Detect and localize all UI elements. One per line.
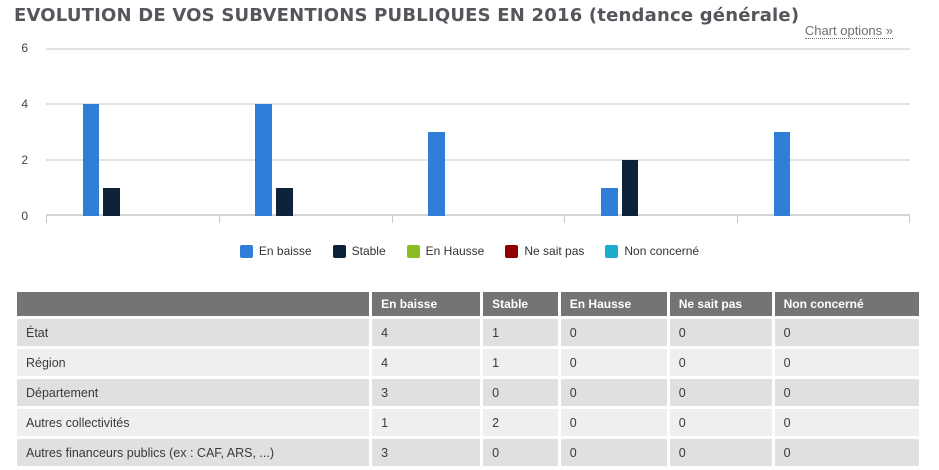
legend-item-ne-sait-pas[interactable]: Ne sait pas [505,244,584,258]
x-axis-tick [909,216,910,223]
gridline-y6 [46,48,910,50]
table-row-autres-collectivites: Autres collectivités 1 2 0 0 0 [13,406,923,439]
cell-value: 0 [557,316,670,349]
bar-stable-etat [103,188,120,216]
cell-value: 0 [771,316,923,349]
bar-stable-autres-collectivites [621,160,639,216]
bar-en-baisse-autres-collectivites [601,188,618,216]
bar-en-baisse-etat [82,104,100,216]
cell-value: 0 [480,376,561,409]
legend-swatch-en-hausse [406,244,420,258]
cell-value: 1 [369,406,484,439]
y-axis-label-6: 6 [21,41,28,55]
gridline-y4 [46,103,910,105]
legend-swatch-ne-sait-pas [505,244,519,258]
x-axis-tick [46,216,47,223]
table-header-empty [13,289,373,319]
x-axis-tick [391,216,393,223]
bar-stable-region [276,188,293,216]
cell-value: 1 [480,316,561,349]
row-label: Région [13,346,373,379]
table-header-stable: Stable [480,289,561,319]
legend-item-stable[interactable]: Stable [332,244,386,258]
cell-value: 3 [369,436,484,469]
row-label: Autres collectivités [13,406,373,439]
subventions-data-table: En baisse Stable En Hausse Ne sait pas Non c… [13,289,923,469]
legend-label: Non concerné [624,244,700,258]
cell-value: 0 [557,406,670,439]
legend-item-en-hausse[interactable]: En Hausse [406,244,485,258]
legend-label: En baisse [258,244,312,258]
legend-swatch-en-baisse [239,244,253,258]
legend-item-en-baisse[interactable]: En baisse [239,244,312,258]
cell-value: 0 [771,406,923,439]
row-label: État [13,316,373,349]
subventions-bar-chart: 0 2 4 6 En baisse Stable En Hausse Ne sait pas… [0,41,939,261]
gridline-y2 [46,159,910,161]
cell-value: 3 [369,376,484,409]
cell-value: 4 [369,316,484,349]
y-axis-label-2: 2 [21,153,28,167]
row-label: Autres financeurs publics (ex : CAF, ARS… [13,436,373,469]
table-row-etat: État 4 1 0 0 0 [13,316,923,349]
cell-value: 2 [480,406,561,439]
table-row-autres-financeurs-publics-ex-caf-ars: Autres financeurs publics (ex : CAF, ARS… [13,436,923,469]
cell-value: 0 [666,436,775,469]
table-header: En baisse Stable En Hausse Ne sait pas Non c… [13,289,923,319]
x-axis-tick [564,216,566,223]
legend-label: Ne sait pas [524,244,585,258]
y-axis-label-4: 4 [21,97,28,111]
bar-en-baisse-departement [428,132,445,216]
chart-options-link[interactable]: Chart options » [804,23,893,39]
chart-plot-area: 0 2 4 6 [21,41,910,223]
chart-legend: En baisse Stable En Hausse Ne sait pas Non c… [0,241,939,261]
cell-value: 0 [480,436,561,469]
table-body: État 4 1 0 0 0 Région 4 1 0 0 0 Département 3 0 0 0 0 Autr… [13,316,923,469]
legend-label: Stable [351,244,386,258]
table-header-en-baisse: En baisse [369,289,484,319]
table-header-en-hausse: En Hausse [557,289,670,319]
table-header-ne-sait-pas: Ne sait pas [666,289,775,319]
cell-value: 0 [771,376,923,409]
gridline-y0 [46,214,910,216]
cell-value: 0 [557,346,670,379]
table-row-region: Région 4 1 0 0 0 [13,346,923,379]
legend-swatch-stable [332,244,346,258]
legend-swatch-non-concerne [605,244,619,258]
table-header-row: En baisse Stable En Hausse Ne sait pas Non c… [13,289,923,319]
cell-value: 0 [557,436,670,469]
cell-value: 0 [666,406,775,439]
bar-en-baisse-autres-financeurs-publics-ex-caf-ars [773,132,791,216]
cell-value: 4 [369,346,484,379]
x-axis-tick [737,216,739,223]
cell-value: 0 [666,376,775,409]
cell-value: 0 [771,346,923,379]
bar-en-baisse-region [255,104,272,216]
legend-item-non-concerne[interactable]: Non concerné [605,244,699,258]
page-title: EVOLUTION DE VOS SUBVENTIONS PUBLIQUES E… [14,5,800,26]
cell-value: 0 [557,376,670,409]
cell-value: 0 [666,346,775,379]
cell-value: 0 [666,316,775,349]
cell-value: 0 [771,436,923,469]
y-axis-label-0: 0 [21,209,28,223]
row-label: Département [13,376,373,409]
x-axis-tick [218,216,220,223]
legend-label: En Hausse [425,244,485,258]
cell-value: 1 [480,346,561,379]
table-row-departement: Département 3 0 0 0 0 [13,376,923,409]
table-header-non-concerne: Non concerné [771,289,923,319]
